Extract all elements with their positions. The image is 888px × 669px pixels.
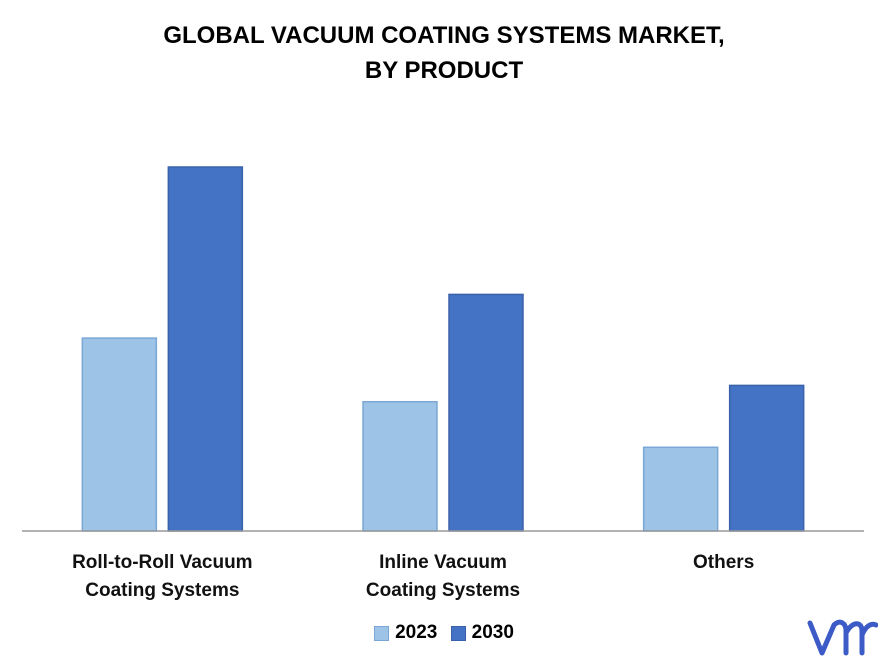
bar-2023-1 xyxy=(362,401,438,532)
chart-title-line-1: GLOBAL VACUUM COATING SYSTEMS MARKET, xyxy=(163,22,725,49)
legend-label-2030: 2030 xyxy=(471,622,514,643)
x-tick-label-2: Others xyxy=(693,552,754,573)
bar-2023-2 xyxy=(642,446,719,532)
bar-2030-1 xyxy=(448,293,524,532)
legend-swatch-2023 xyxy=(374,625,390,641)
chart-title-line-2: BY PRODUCT xyxy=(364,57,524,84)
vmr-logo-icon xyxy=(807,619,878,656)
legend-swatch-2030 xyxy=(450,625,466,641)
chart-title: GLOBAL VACUUM COATING SYSTEMS MARKET, BY… xyxy=(0,18,888,88)
legend-item-2030: 2030 xyxy=(450,622,514,644)
x-tick-label-1: Inline Vacuum Coating Systems xyxy=(366,552,520,601)
x-tick-label-0: Roll-to-Roll Vacuum Coating Systems xyxy=(72,552,253,601)
legend: 2023 2030 xyxy=(0,622,888,647)
bar-2030-0 xyxy=(167,166,244,532)
bar-2030-2 xyxy=(728,384,805,532)
legend-item-2023: 2023 xyxy=(374,622,437,644)
bar-2023-0 xyxy=(81,337,158,532)
legend-label-2023: 2023 xyxy=(395,622,438,643)
